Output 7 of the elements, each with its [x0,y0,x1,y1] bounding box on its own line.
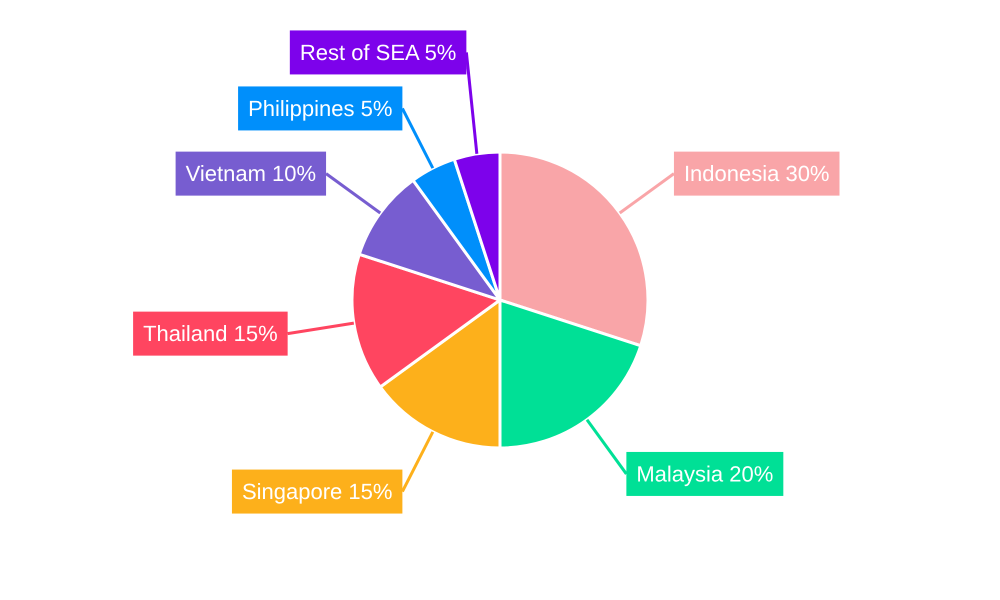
slice-label: Rest of SEA 5% [300,40,456,65]
slice-label: Indonesia 30% [684,161,830,186]
slice-label: Malaysia 20% [636,461,774,486]
slice-label: Thailand 15% [143,321,278,346]
slice-label: Philippines 5% [248,96,392,121]
slice-label: Vietnam 10% [186,161,316,186]
slice-label: Singapore 15% [242,479,392,504]
